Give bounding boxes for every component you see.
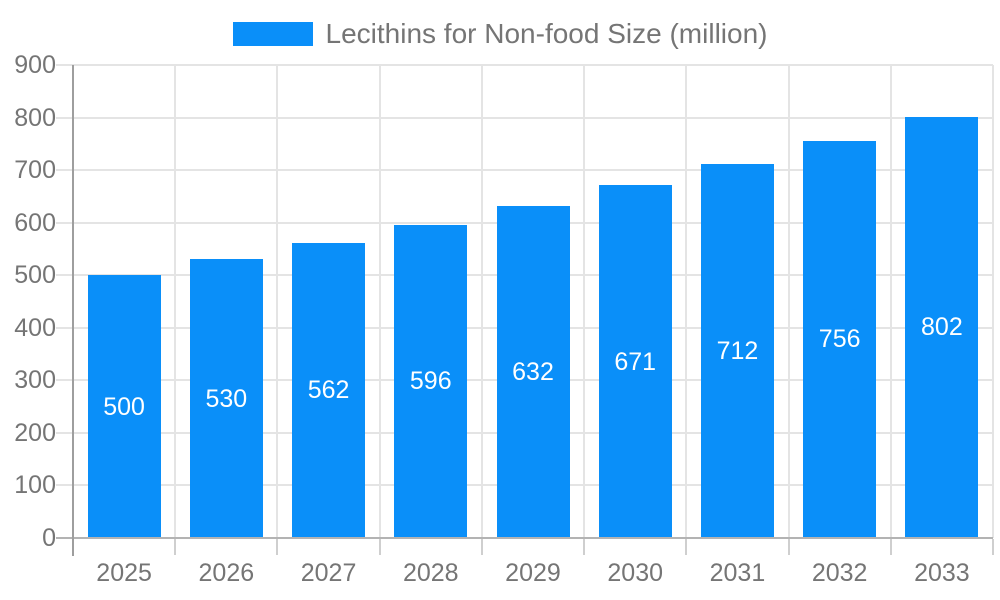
y-axis-tick-label: 500 (14, 261, 56, 290)
vertical-gridline (276, 65, 279, 538)
bar-2030[interactable] (598, 185, 672, 538)
x-axis-tick-label: 2026 (198, 559, 255, 587)
horizontal-gridline (56, 116, 993, 119)
y-axis-tick-label: 400 (14, 313, 56, 342)
vertical-gridline (787, 65, 790, 538)
legend[interactable]: Lecithins for Non-food Size (million) (0, 18, 1000, 50)
bar-2027[interactable] (292, 242, 366, 538)
vertical-gridline (583, 65, 586, 538)
y-axis-tick-label: 300 (14, 366, 56, 395)
vertical-gridline (378, 65, 381, 538)
x-axis-tick-label: 2031 (709, 559, 766, 587)
bar-2026[interactable] (189, 259, 263, 538)
y-axis-tick-label: 200 (14, 418, 56, 447)
x-axis-tick-label: 2028 (402, 559, 459, 587)
vertical-gridline (992, 65, 994, 538)
vertical-gridline (174, 65, 177, 538)
x-axis-tick-mark (889, 539, 892, 555)
x-axis-tick-label: 2030 (607, 559, 664, 587)
bar-2029[interactable] (496, 205, 570, 538)
x-axis-tick-mark (378, 539, 381, 555)
y-axis-tick-label: 0 (42, 524, 56, 552)
bar-2028[interactable] (394, 224, 468, 538)
vertical-gridline (685, 65, 688, 538)
x-axis-tick-mark (787, 539, 790, 555)
legend-swatch (232, 22, 313, 46)
vertical-gridline (480, 65, 483, 538)
x-axis-tick-label: 2027 (300, 559, 357, 587)
legend-label: Lecithins for Non-food Size (million) (325, 18, 768, 49)
x-axis-tick-mark (480, 539, 483, 555)
bar-2033[interactable] (905, 116, 979, 538)
vertical-gridline (889, 65, 892, 538)
y-axis-tick-label: 700 (14, 156, 56, 185)
x-axis-tick-label: 2032 (811, 559, 868, 587)
x-axis-tick-mark (174, 539, 177, 555)
bar-2032[interactable] (803, 140, 877, 538)
x-axis-tick-mark (583, 539, 586, 555)
y-axis-line (72, 65, 74, 556)
bar-2031[interactable] (700, 163, 774, 538)
horizontal-gridline (56, 64, 993, 66)
bar-2025[interactable] (87, 275, 161, 538)
y-axis-tick-label: 600 (14, 208, 56, 237)
x-axis-tick-mark (685, 539, 688, 555)
y-axis-tick-label: 100 (14, 471, 56, 500)
x-axis-tick-mark (276, 539, 279, 555)
x-axis-tick-label: 2033 (914, 559, 970, 587)
x-axis-tick-mark (992, 539, 994, 555)
x-axis-tick-label: 2029 (505, 559, 561, 587)
y-axis-tick-label: 900 (14, 51, 56, 79)
y-axis-tick-label: 800 (14, 103, 56, 132)
x-axis-tick-label: 2025 (96, 559, 152, 587)
